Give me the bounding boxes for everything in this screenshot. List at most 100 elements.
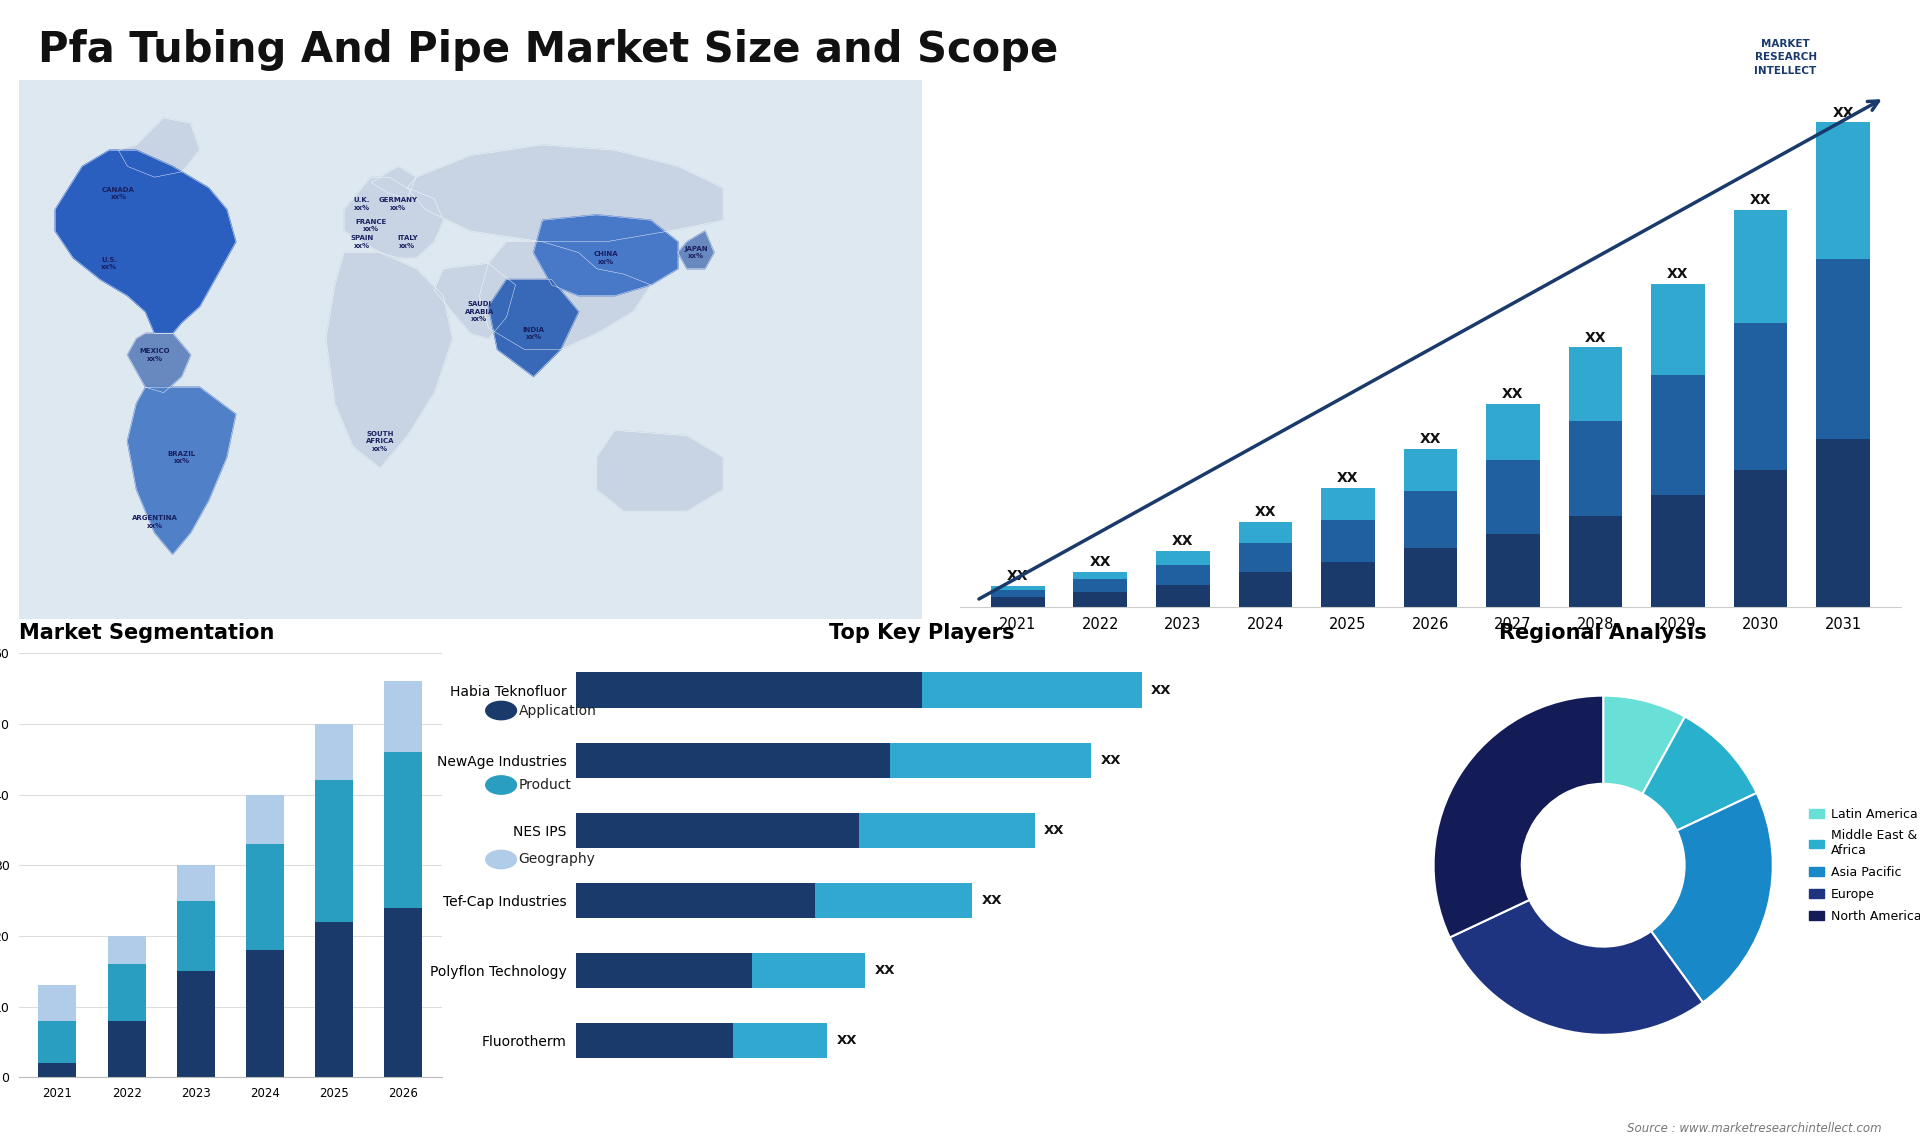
Text: XX: XX: [1150, 683, 1171, 697]
Text: JAPAN
xx%: JAPAN xx%: [684, 246, 708, 259]
Bar: [1156, 565, 1210, 584]
Text: XX: XX: [1501, 386, 1524, 401]
Bar: [108, 936, 146, 964]
Text: XX: XX: [1254, 505, 1277, 519]
Text: SAUDI
ARABIA
xx%: SAUDI ARABIA xx%: [465, 301, 493, 322]
Text: XX: XX: [1832, 105, 1855, 119]
Text: XX: XX: [1171, 534, 1194, 548]
Bar: [1238, 521, 1292, 543]
Polygon shape: [407, 144, 724, 242]
Bar: [246, 950, 284, 1077]
Polygon shape: [326, 252, 453, 468]
Bar: [1073, 592, 1127, 607]
Bar: [1156, 551, 1210, 565]
Bar: [922, 673, 1142, 707]
Bar: [1734, 470, 1788, 607]
Text: SPAIN
xx%: SPAIN xx%: [351, 235, 374, 249]
Legend: Latin America, Middle East &
Africa, Asia Pacific, Europe, North America: Latin America, Middle East & Africa, Asi…: [1805, 802, 1920, 928]
Bar: [1816, 439, 1870, 607]
Bar: [1073, 579, 1127, 592]
Text: XX: XX: [874, 964, 895, 976]
Polygon shape: [127, 333, 190, 393]
Text: XX: XX: [1089, 556, 1112, 570]
Bar: [384, 908, 422, 1077]
Bar: [315, 780, 353, 921]
Bar: [177, 865, 215, 901]
Bar: [38, 986, 77, 1021]
Text: GERMANY
xx%: GERMANY xx%: [378, 197, 419, 211]
Bar: [246, 794, 284, 843]
Bar: [1321, 519, 1375, 562]
Bar: [1651, 376, 1705, 495]
Bar: [1569, 516, 1622, 607]
Bar: [1734, 323, 1788, 470]
Bar: [991, 597, 1044, 607]
Text: XX: XX: [1749, 194, 1772, 207]
Bar: [1321, 488, 1375, 519]
Wedge shape: [1434, 696, 1603, 937]
Text: XX: XX: [1100, 754, 1121, 767]
Bar: [891, 743, 1091, 778]
Text: Geography: Geography: [518, 853, 595, 866]
Bar: [1486, 403, 1540, 460]
Bar: [1238, 572, 1292, 607]
Bar: [1651, 495, 1705, 607]
Wedge shape: [1651, 793, 1772, 1003]
Polygon shape: [371, 166, 417, 198]
Bar: [1569, 421, 1622, 516]
Polygon shape: [480, 242, 651, 350]
Bar: [177, 901, 215, 972]
Polygon shape: [678, 231, 714, 269]
Polygon shape: [534, 215, 678, 296]
Title: Regional Analysis: Regional Analysis: [1500, 623, 1707, 643]
Bar: [1816, 123, 1870, 259]
Text: MEXICO
xx%: MEXICO xx%: [140, 348, 169, 362]
Text: FRANCE
xx%: FRANCE xx%: [355, 219, 386, 233]
Bar: [1734, 210, 1788, 323]
Text: XX: XX: [981, 894, 1002, 906]
Bar: [576, 673, 922, 707]
Text: XX: XX: [1006, 570, 1029, 583]
Text: XX: XX: [1419, 432, 1442, 447]
Bar: [1238, 543, 1292, 572]
Text: ITALY
xx%: ITALY xx%: [397, 235, 417, 249]
Text: MARKET
RESEARCH
INTELLECT: MARKET RESEARCH INTELLECT: [1755, 39, 1816, 76]
Polygon shape: [488, 280, 578, 376]
Text: CANADA
xx%: CANADA xx%: [102, 187, 134, 201]
Bar: [1404, 449, 1457, 492]
Bar: [246, 843, 284, 950]
Bar: [38, 1063, 77, 1077]
Bar: [315, 921, 353, 1077]
Bar: [1486, 460, 1540, 534]
Text: XX: XX: [1584, 330, 1607, 345]
Bar: [1816, 259, 1870, 439]
Bar: [1569, 347, 1622, 421]
Text: CHINA
xx%: CHINA xx%: [593, 251, 618, 265]
Polygon shape: [127, 387, 236, 555]
Text: Application: Application: [518, 704, 597, 717]
Bar: [384, 752, 422, 908]
Text: XX: XX: [1667, 267, 1690, 281]
Bar: [108, 964, 146, 1021]
Text: Source : www.marketresearchintellect.com: Source : www.marketresearchintellect.com: [1626, 1122, 1882, 1135]
Bar: [576, 1023, 733, 1058]
Bar: [108, 1021, 146, 1077]
Text: SOUTH
AFRICA
xx%: SOUTH AFRICA xx%: [367, 431, 394, 452]
Bar: [576, 813, 858, 848]
Bar: [1651, 284, 1705, 376]
Bar: [1321, 562, 1375, 607]
Bar: [1486, 534, 1540, 607]
Text: Product: Product: [518, 778, 572, 792]
Text: INDIA
xx%: INDIA xx%: [522, 327, 545, 340]
Bar: [177, 972, 215, 1077]
Bar: [858, 813, 1035, 848]
Text: U.S.
xx%: U.S. xx%: [102, 257, 117, 270]
Wedge shape: [1642, 716, 1757, 831]
Bar: [576, 743, 891, 778]
Title: Top Key Players: Top Key Players: [829, 623, 1014, 643]
Bar: [576, 882, 814, 918]
Bar: [753, 952, 866, 988]
Bar: [991, 590, 1044, 597]
Polygon shape: [434, 264, 515, 339]
Polygon shape: [344, 178, 444, 258]
